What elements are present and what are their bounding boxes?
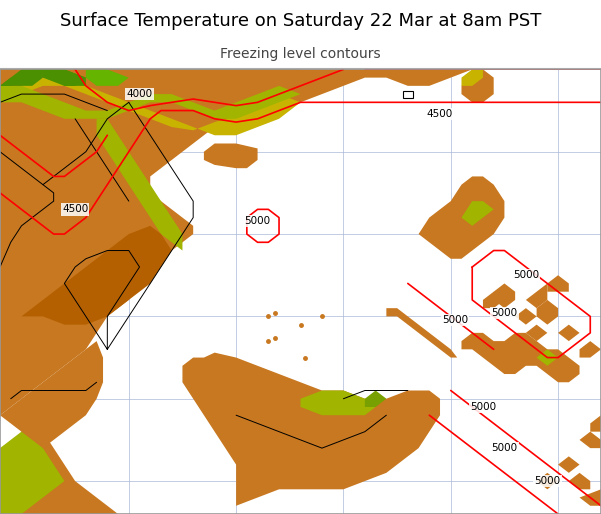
Polygon shape xyxy=(97,119,183,250)
Polygon shape xyxy=(462,201,493,226)
Polygon shape xyxy=(0,69,300,415)
Polygon shape xyxy=(365,391,386,407)
Polygon shape xyxy=(526,283,548,308)
Polygon shape xyxy=(590,415,601,432)
Text: 5000: 5000 xyxy=(442,315,468,325)
Text: 4500: 4500 xyxy=(427,109,453,119)
Polygon shape xyxy=(97,308,108,325)
Polygon shape xyxy=(483,292,504,308)
Polygon shape xyxy=(0,86,300,119)
Polygon shape xyxy=(558,325,579,341)
Polygon shape xyxy=(204,143,258,168)
Polygon shape xyxy=(462,69,483,86)
Text: Freezing level contours: Freezing level contours xyxy=(220,47,381,61)
Polygon shape xyxy=(183,353,440,506)
Text: 5000: 5000 xyxy=(245,216,270,226)
Polygon shape xyxy=(548,275,569,292)
Polygon shape xyxy=(0,69,601,152)
Text: 4500: 4500 xyxy=(62,205,88,214)
Text: Surface Temperature on Saturday 22 Mar at 8am PST: Surface Temperature on Saturday 22 Mar a… xyxy=(60,12,541,30)
Polygon shape xyxy=(22,226,172,325)
Polygon shape xyxy=(0,78,300,135)
Polygon shape xyxy=(0,432,64,514)
Polygon shape xyxy=(537,350,558,366)
Polygon shape xyxy=(0,424,118,514)
Polygon shape xyxy=(43,69,86,86)
Polygon shape xyxy=(43,69,86,86)
Text: 5000: 5000 xyxy=(513,270,539,280)
Polygon shape xyxy=(493,283,515,308)
Polygon shape xyxy=(579,489,601,506)
Polygon shape xyxy=(386,308,457,358)
Polygon shape xyxy=(526,325,548,341)
Bar xyxy=(403,90,413,98)
Text: 5000: 5000 xyxy=(534,476,560,486)
Polygon shape xyxy=(515,308,537,325)
Polygon shape xyxy=(418,176,504,259)
Polygon shape xyxy=(537,300,558,325)
Polygon shape xyxy=(0,341,103,448)
Text: 4000: 4000 xyxy=(126,89,153,99)
Text: 5000: 5000 xyxy=(492,443,517,453)
Text: 5000: 5000 xyxy=(470,402,496,412)
Polygon shape xyxy=(537,473,558,489)
Polygon shape xyxy=(569,473,590,489)
Polygon shape xyxy=(300,391,376,415)
Text: 5000: 5000 xyxy=(492,308,517,318)
Polygon shape xyxy=(0,69,43,86)
Polygon shape xyxy=(462,333,579,382)
Polygon shape xyxy=(558,456,579,473)
Polygon shape xyxy=(579,432,601,448)
Polygon shape xyxy=(579,341,601,358)
Polygon shape xyxy=(462,69,493,102)
Polygon shape xyxy=(86,69,129,86)
Polygon shape xyxy=(0,69,43,86)
